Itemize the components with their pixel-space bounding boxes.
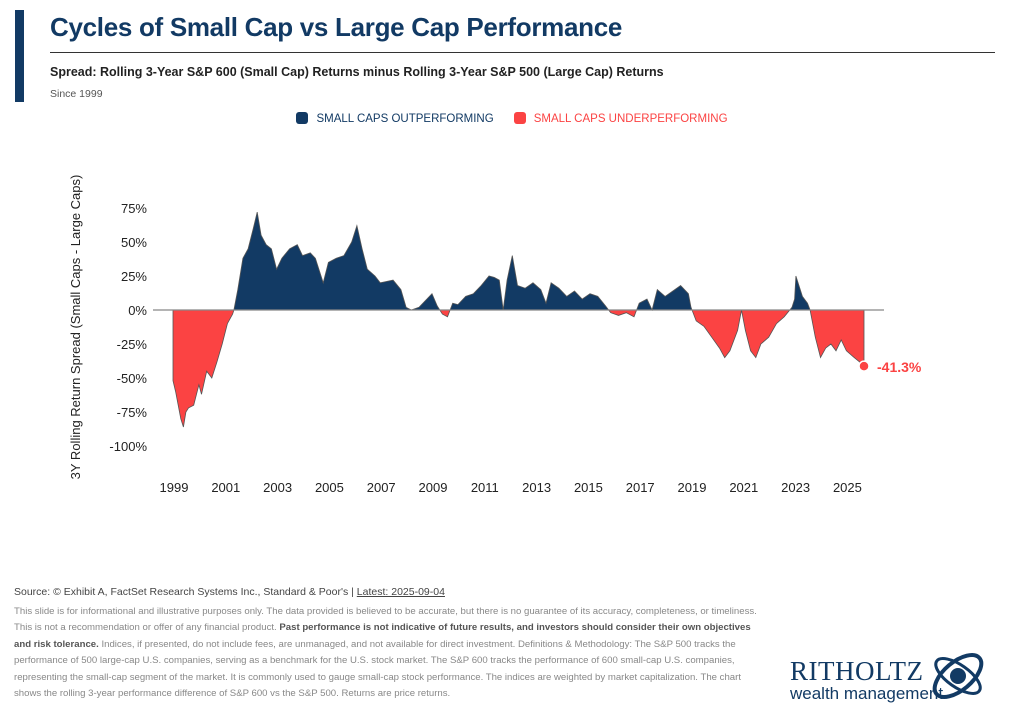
accent-bar [15,10,24,102]
source-line: Source: © Exhibit A, FactSet Research Sy… [14,586,445,598]
page-title: Cycles of Small Cap vs Large Cap Perform… [50,12,623,42]
logo-tagline: wealth management [790,684,944,703]
y-axis-label: 3Y Rolling Return Spread (Small Caps - L… [68,175,83,480]
disclaimer-text: Indices, if presented, do not include fe… [14,638,741,700]
area-underperforming [172,310,865,428]
area-chart: 3Y Rolling Return Spread (Small Caps - L… [68,175,922,495]
x-tick-label: 2009 [419,480,448,495]
y-tick-label: -50% [117,371,148,386]
legend-item-outperforming: SMALL CAPS OUTPERFORMING [296,112,494,125]
x-tick-label: 2023 [781,480,810,495]
y-tick-label: 50% [121,235,147,250]
x-tick-label: 2001 [211,480,240,495]
title-divider [50,52,995,53]
y-tick-label: -100% [109,439,147,454]
x-tick-label: 2003 [263,480,292,495]
since-label: Since 1999 [50,88,103,100]
x-tick-label: 2007 [367,480,396,495]
latest-date: Latest: 2025-09-04 [356,586,445,598]
x-tick-label: 2025 [833,480,862,495]
x-tick-label: 2005 [315,480,344,495]
x-tick-label: 2017 [626,480,655,495]
legend: SMALL CAPS OUTPERFORMING SMALL CAPS UNDE… [0,112,1024,125]
y-tick-label: -75% [117,405,148,420]
logo-emblem-icon [932,653,984,699]
legend-swatch-positive [296,112,309,124]
x-tick-label: 2019 [678,480,707,495]
x-tick-label: 1999 [160,480,189,495]
x-tick-label: 2011 [471,480,499,495]
latest-point [858,360,870,372]
legend-item-underperforming: SMALL CAPS UNDERPERFORMING [513,112,728,125]
disclaimer-text: This slide is for informational and illu… [14,606,757,634]
legend-label: SMALL CAPS UNDERPERFORMING [533,113,728,125]
x-tick-label: 2015 [574,480,603,495]
y-tick-label: -25% [117,337,148,352]
y-tick-label: 0% [128,303,147,318]
logo-name: RITHOLTZ [790,656,924,686]
y-tick-label: 75% [121,201,147,216]
latest-value-label: -41.3% [877,359,922,375]
area-outperforming [172,212,865,310]
disclaimer: This slide is for informational and illu… [14,604,759,702]
legend-label: SMALL CAPS OUTPERFORMING [316,113,494,125]
x-tick-label: 2021 [729,480,758,495]
disclaimer-bold: Past performance is not indicative of fu… [14,622,751,650]
x-tick-label: 2013 [522,480,551,495]
source-text: Source: © Exhibit A, FactSet Research Sy… [14,586,357,598]
y-tick-label: 25% [121,269,147,284]
legend-swatch-negative [513,112,526,124]
chart-subtitle: Spread: Rolling 3-Year S&P 600 (Small Ca… [50,65,664,79]
